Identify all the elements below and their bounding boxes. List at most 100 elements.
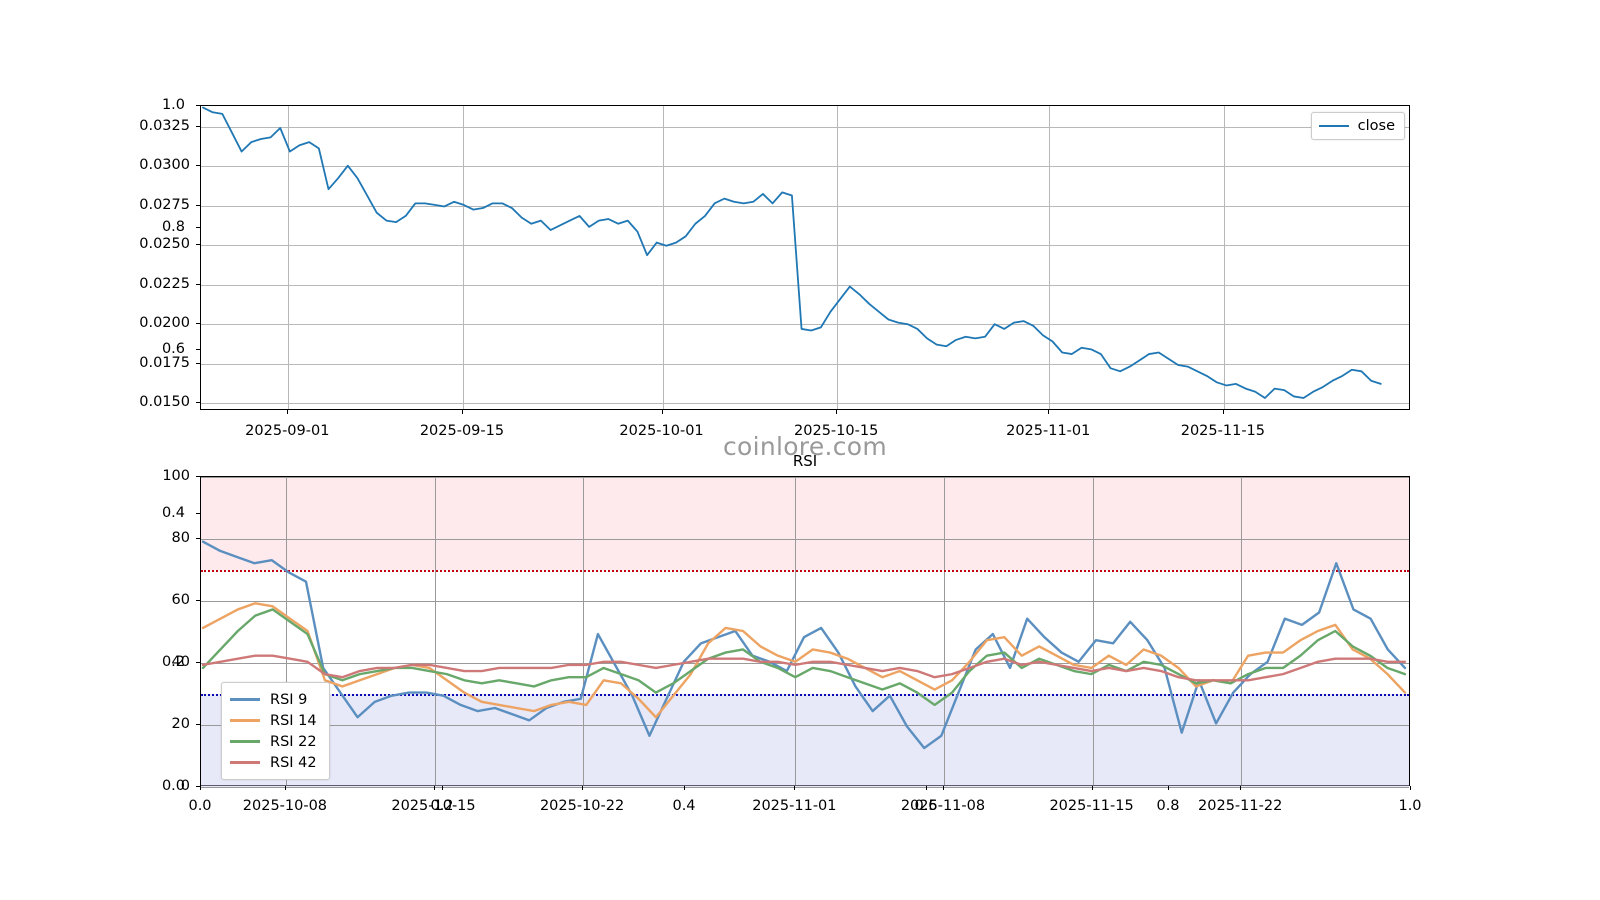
price-gridline-h bbox=[201, 284, 1409, 286]
rsi-overlay-x-tick-label: 1.0 bbox=[1398, 798, 1422, 814]
price-x-tick bbox=[461, 410, 463, 414]
rsi-x-tick-label: 2025-10-22 bbox=[539, 798, 625, 814]
rsi-gridline-v bbox=[285, 477, 287, 785]
rsi-legend-item[interactable]: RSI 9 bbox=[230, 689, 317, 710]
price-gridline-v bbox=[462, 106, 464, 409]
rsi-y-tick-label: 80 bbox=[171, 530, 190, 546]
price-y-tick bbox=[196, 125, 200, 127]
rsi-chart-panel: RSI 9 RSI 14 RSI 22 RSI 42 bbox=[200, 476, 1410, 788]
price-overlay-y-tick-label: 0.8 bbox=[161, 219, 185, 235]
price-y-tick bbox=[196, 244, 200, 246]
rsi-overlay-x-tick bbox=[684, 786, 685, 790]
rsi-overlay-x-tick bbox=[442, 786, 443, 790]
oversold-band bbox=[201, 694, 1409, 787]
rsi42-legend-swatch bbox=[230, 761, 260, 764]
price-gridline-v bbox=[1049, 106, 1051, 409]
rsi-y-tick-label: 60 bbox=[171, 592, 190, 608]
price-gridline-v bbox=[288, 106, 290, 409]
rsi-gridline-h bbox=[201, 539, 1409, 540]
rsi-y-tick bbox=[196, 724, 200, 725]
rsi-y-tick bbox=[196, 476, 200, 477]
rsi-title: RSI bbox=[792, 452, 818, 470]
rsi-overlay-y-tick bbox=[196, 662, 200, 663]
price-y-tick-label: 0.0275 bbox=[139, 196, 190, 213]
rsi-overlay-y-tick-label: 0.4 bbox=[161, 505, 185, 522]
rsi-overlay-y-tick-label: 0.0 bbox=[161, 778, 185, 794]
rsi9-legend-label: RSI 9 bbox=[270, 691, 308, 708]
rsi-overlay-x-tick-label: 0.8 bbox=[1156, 798, 1180, 814]
rsi-x-tick bbox=[433, 786, 435, 790]
price-y-tick bbox=[196, 402, 200, 404]
price-x-tick bbox=[1222, 410, 1224, 414]
rsi-y-tick-label: 20 bbox=[171, 716, 190, 732]
rsi-gridline-h bbox=[201, 477, 1409, 478]
price-y-tick-label: 0.0250 bbox=[139, 236, 190, 253]
price-chart-panel: close bbox=[200, 105, 1410, 410]
watermark: coinlore.com bbox=[722, 432, 888, 461]
price-overlay-y-tick bbox=[196, 105, 200, 106]
rsi22-legend-label: RSI 22 bbox=[270, 733, 317, 750]
price-x-tick-label: 2025-11-15 bbox=[1180, 423, 1266, 439]
rsi-x-tick bbox=[942, 786, 944, 790]
rsi-series-line-1 bbox=[203, 542, 1405, 748]
rsi-x-tick-label: 2025-10-08 bbox=[242, 798, 328, 814]
rsi-legend[interactable]: RSI 9 RSI 14 RSI 22 RSI 42 bbox=[221, 682, 330, 780]
rsi-y-tick bbox=[196, 538, 200, 539]
oversold-threshold-line bbox=[201, 694, 1409, 696]
rsi-gridline-v bbox=[795, 477, 797, 785]
price-gridline-h bbox=[201, 245, 1409, 247]
close-legend-label: close bbox=[1357, 118, 1395, 134]
price-overlay-y-tick-label: 1.0 bbox=[161, 97, 185, 113]
price-gridline-h bbox=[201, 166, 1409, 168]
price-y-tick bbox=[196, 323, 200, 325]
rsi-x-tick bbox=[794, 786, 796, 790]
rsi-overlay-y-tick-label: 0.2 bbox=[161, 654, 185, 670]
price-x-tick bbox=[287, 410, 289, 414]
price-x-tick-label: 2025-11-01 bbox=[1006, 423, 1091, 439]
rsi-series-line-2 bbox=[203, 603, 1405, 717]
price-overlay-y-tick bbox=[196, 349, 200, 350]
rsi-legend-item[interactable]: RSI 14 bbox=[230, 710, 317, 731]
rsi-overlay-x-tick bbox=[926, 786, 927, 790]
rsi-x-tick bbox=[284, 786, 286, 790]
price-line-svg bbox=[201, 106, 1409, 409]
rsi-y-tick-label: 40 bbox=[171, 654, 190, 670]
close-legend-swatch bbox=[1318, 125, 1349, 127]
price-gridline-v bbox=[662, 106, 664, 409]
rsi-overlay-x-tick-label: 0.6 bbox=[914, 798, 938, 814]
price-y-tick-label: 0.0200 bbox=[139, 315, 190, 332]
rsi22-legend-swatch bbox=[230, 740, 260, 743]
price-x-tick bbox=[836, 410, 838, 414]
rsi-overlay-x-tick-label: 0.2 bbox=[430, 798, 454, 814]
price-y-tick bbox=[196, 165, 200, 167]
price-x-tick bbox=[661, 410, 663, 414]
rsi-y-tick-label: 100 bbox=[162, 468, 190, 484]
rsi-gridline-v bbox=[583, 477, 585, 785]
rsi-overlay-x-tick bbox=[200, 786, 201, 790]
rsi-gridline-v bbox=[1092, 477, 1094, 785]
rsi-legend-item[interactable]: RSI 42 bbox=[230, 752, 317, 773]
price-legend[interactable]: close bbox=[1310, 112, 1405, 140]
rsi-x-tick-label: 2025-11-22 bbox=[1198, 798, 1283, 814]
rsi-legend-item[interactable]: RSI 22 bbox=[230, 731, 317, 752]
price-x-tick-label: 2025-09-01 bbox=[245, 423, 330, 439]
price-gridline-v bbox=[837, 106, 839, 409]
rsi-gridline-v bbox=[943, 477, 945, 785]
price-y-tick bbox=[196, 204, 200, 206]
price-y-tick-label: 0.0325 bbox=[139, 117, 190, 134]
rsi-x-tick bbox=[1240, 786, 1242, 790]
price-x-tick-label: 2025-10-15 bbox=[794, 423, 879, 439]
rsi-gridline-h bbox=[201, 725, 1409, 726]
rsi-overlay-x-tick bbox=[1410, 786, 1411, 790]
price-gridline-h bbox=[201, 126, 1409, 128]
rsi-x-tick bbox=[582, 786, 584, 790]
price-y-tick-label: 0.0150 bbox=[139, 394, 190, 411]
price-y-tick bbox=[196, 362, 200, 364]
price-y-tick-label: 0.0300 bbox=[139, 157, 190, 174]
rsi-x-tick-label: 2025-11-15 bbox=[1049, 798, 1134, 814]
overbought-band bbox=[201, 477, 1409, 570]
rsi14-legend-label: RSI 14 bbox=[270, 712, 317, 729]
rsi-gridline-v bbox=[1241, 477, 1243, 785]
rsi-overlay-y-tick bbox=[196, 513, 200, 515]
price-overlay-y-tick-label: 0.6 bbox=[161, 341, 185, 357]
